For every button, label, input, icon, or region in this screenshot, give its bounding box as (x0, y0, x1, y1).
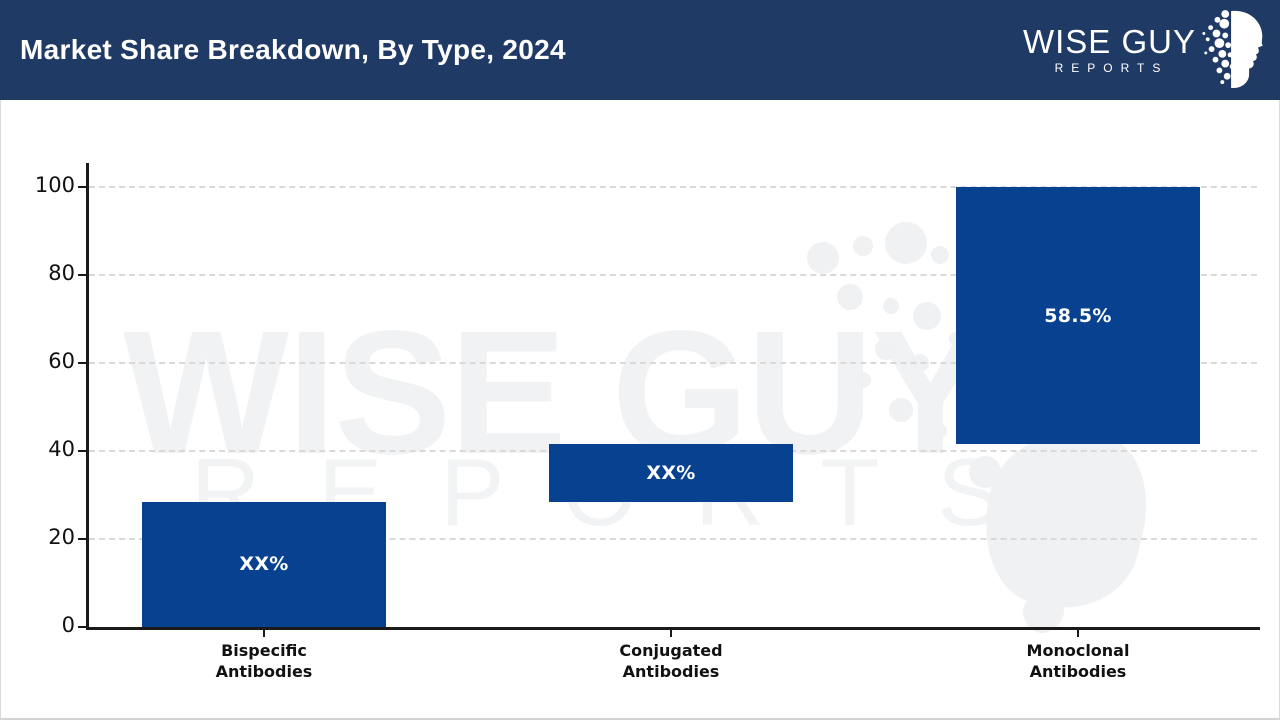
y-tick-40 (78, 450, 86, 452)
gridline-20 (89, 538, 1257, 540)
y-tick-0 (78, 626, 86, 628)
bar-value-label: 58.5% (1044, 304, 1112, 327)
y-tick-100 (78, 186, 86, 188)
gridline-100 (89, 186, 1257, 188)
plot: 0 20 40 60 80 100 XX% Bispecific Antibodies XX% C… (1, 100, 1279, 718)
y-tick-60 (78, 362, 86, 364)
gridline-60 (89, 362, 1257, 364)
logo-text: WISE GUY REPORTS (1023, 25, 1196, 75)
bar-1: XX% (549, 444, 793, 502)
y-tick-80 (78, 274, 86, 276)
y-tick-label-40: 40 (48, 437, 75, 461)
y-tick-20 (78, 538, 86, 540)
x-axis-spine (86, 627, 1260, 630)
bar-value-label: XX% (239, 553, 289, 576)
y-tick-label-80: 80 (48, 261, 75, 285)
y-tick-label-100: 100 (34, 173, 75, 197)
logo-subtitle: REPORTS (1054, 61, 1169, 75)
x-tick-1 (670, 630, 672, 637)
x-tick-2 (1077, 630, 1079, 637)
chart-area: WISE GUY REPORTS 0 (0, 100, 1280, 720)
x-category-label-2: Monoclonal Antibodies (1026, 641, 1130, 682)
bar-value-label: XX% (646, 461, 696, 484)
y-tick-label-20: 20 (48, 525, 75, 549)
x-tick-0 (263, 630, 265, 637)
x-category-label-1: Conjugated Antibodies (619, 641, 723, 682)
y-tick-label-0: 0 (61, 613, 75, 637)
header: Market Share Breakdown, By Type, 2024 WI… (0, 0, 1280, 100)
page-title: Market Share Breakdown, By Type, 2024 (20, 34, 566, 65)
bar-2: 58.5% (956, 187, 1200, 445)
y-tick-label-60: 60 (48, 349, 75, 373)
logo-head-icon (1202, 10, 1263, 88)
y-axis-spine (86, 163, 89, 630)
gridline-80 (89, 274, 1257, 276)
wise-guy-logo: WISE GUY REPORTS (1023, 7, 1270, 93)
x-category-label-0: Bispecific Antibodies (215, 641, 313, 682)
logo-wordmark: WISE GUY (1022, 23, 1196, 60)
bar-0: XX% (142, 501, 386, 627)
